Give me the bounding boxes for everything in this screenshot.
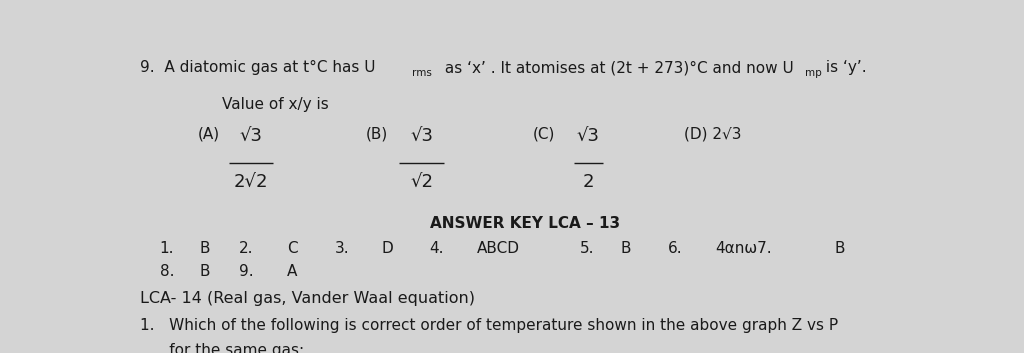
Text: B: B [200,241,210,256]
Text: Value of x/y is: Value of x/y is [221,97,329,112]
Text: B: B [200,264,210,279]
Text: LCA- 14 (Real gas, Vander Waal equation): LCA- 14 (Real gas, Vander Waal equation) [140,291,475,306]
Text: ANSWER KEY LCA – 13: ANSWER KEY LCA – 13 [430,216,620,231]
Text: 4αnω7.: 4αnω7. [715,241,772,256]
Text: √3: √3 [411,127,433,145]
Text: (A): (A) [198,127,220,142]
Text: 2: 2 [583,173,594,191]
Text: A: A [287,264,297,279]
Text: 5.: 5. [581,241,595,256]
Text: √2: √2 [411,173,433,191]
Text: √3: √3 [240,127,262,145]
Text: mp: mp [805,68,821,78]
Text: (B): (B) [367,127,388,142]
Text: 1.: 1. [160,241,174,256]
Text: C: C [287,241,297,256]
Text: 1.   Which of the following is correct order of temperature shown in the above g: 1. Which of the following is correct ord… [140,318,838,333]
Text: 2√2: 2√2 [233,173,268,191]
Text: (D) 2√3: (D) 2√3 [684,127,741,142]
Text: rms: rms [412,68,432,78]
Text: 9.  A diatomic gas at t°C has U: 9. A diatomic gas at t°C has U [140,60,376,75]
Text: is ‘y’.: is ‘y’. [821,60,866,75]
Text: 8.: 8. [160,264,174,279]
Text: B: B [620,241,631,256]
Text: D: D [382,241,393,256]
Text: B: B [835,241,845,256]
Text: ABCD: ABCD [477,241,520,256]
Text: (C): (C) [532,127,555,142]
Text: as ‘x’ . It atomises at (2t + 273)°C and now U: as ‘x’ . It atomises at (2t + 273)°C and… [440,60,794,75]
Text: 2.: 2. [240,241,254,256]
Text: for the same gas:: for the same gas: [140,343,304,353]
Text: 4.: 4. [430,241,444,256]
Text: 9.: 9. [240,264,254,279]
Text: 3.: 3. [334,241,349,256]
Text: 6.: 6. [668,241,682,256]
Text: √3: √3 [577,127,600,145]
